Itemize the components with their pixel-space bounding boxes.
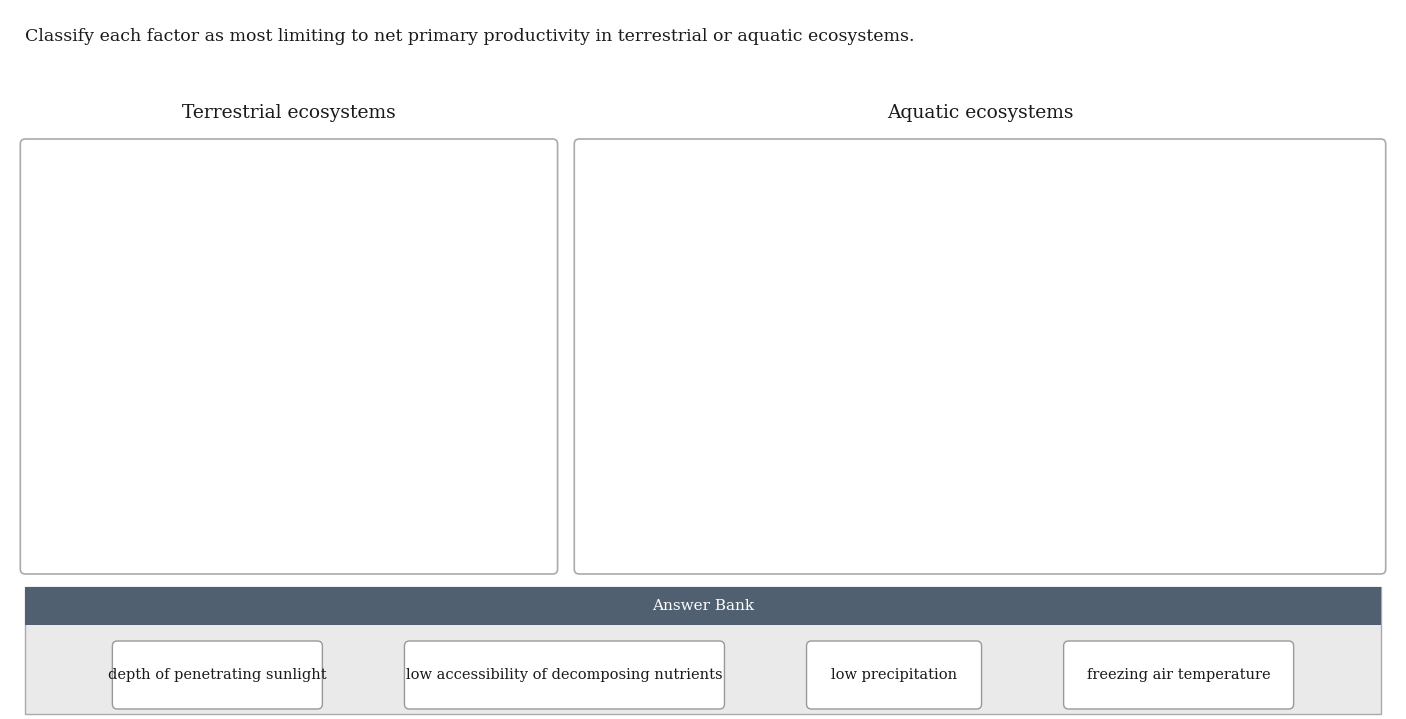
- FancyBboxPatch shape: [20, 139, 558, 574]
- Text: Classify each factor as most limiting to net primary productivity in terrestrial: Classify each factor as most limiting to…: [25, 28, 915, 45]
- FancyBboxPatch shape: [807, 641, 981, 709]
- Text: depth of penetrating sunlight: depth of penetrating sunlight: [108, 668, 326, 682]
- Text: Answer Bank: Answer Bank: [652, 599, 754, 613]
- Text: low accessibility of decomposing nutrients: low accessibility of decomposing nutrien…: [406, 668, 723, 682]
- Text: Terrestrial ecosystems: Terrestrial ecosystems: [181, 104, 396, 122]
- Bar: [25, 587, 1381, 625]
- FancyBboxPatch shape: [112, 641, 322, 709]
- Bar: [25, 587, 1381, 714]
- Text: freezing air temperature: freezing air temperature: [1087, 668, 1271, 682]
- FancyBboxPatch shape: [574, 139, 1386, 574]
- Text: Aquatic ecosystems: Aquatic ecosystems: [887, 104, 1073, 122]
- FancyBboxPatch shape: [1063, 641, 1294, 709]
- Text: low precipitation: low precipitation: [831, 668, 957, 682]
- FancyBboxPatch shape: [405, 641, 724, 709]
